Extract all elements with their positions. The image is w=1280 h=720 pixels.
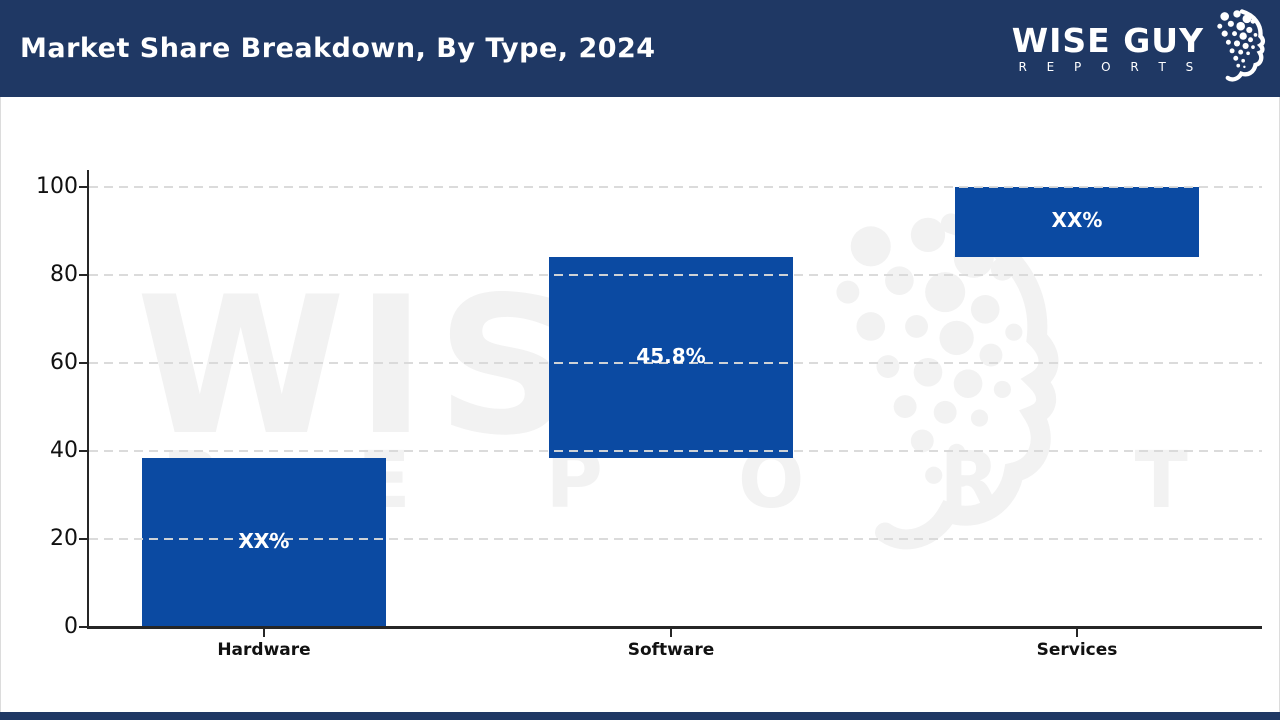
y-axis-tick xyxy=(79,186,88,188)
y-axis-tick xyxy=(79,538,88,540)
x-axis-category-label: Software xyxy=(627,640,715,660)
header-bar: Market Share Breakdown, By Type, 2024 WI… xyxy=(0,0,1280,97)
gridline xyxy=(89,274,1262,276)
brand-face-icon xyxy=(1217,8,1266,82)
brand-logo: WISE GUY R E P O R T S xyxy=(1012,8,1280,89)
gridline xyxy=(89,362,1262,364)
x-axis-category-label: Hardware xyxy=(217,640,311,660)
y-axis-tick-label: 100 xyxy=(36,174,78,199)
brand-subtitle: R E P O R T S xyxy=(1018,60,1202,74)
bar-value-label: XX% xyxy=(1051,207,1103,232)
watermark-face-logo xyxy=(836,213,1059,550)
y-axis-tick-label: 80 xyxy=(50,262,78,287)
gridline xyxy=(89,538,1262,540)
y-axis-tick-label: 40 xyxy=(50,438,78,463)
bar-value-label: XX% xyxy=(238,528,290,553)
bar-software xyxy=(549,256,793,459)
bar-services xyxy=(955,187,1199,257)
brand-name: WISE GUY xyxy=(1011,21,1204,60)
bar-value-label: 45.8% xyxy=(636,343,706,368)
watermark-face-profile xyxy=(875,213,1059,550)
x-axis-category-label: Services xyxy=(1036,640,1118,660)
page-title: Market Share Breakdown, By Type, 2024 xyxy=(20,33,656,64)
bar-hardware xyxy=(142,458,386,627)
gridline xyxy=(89,450,1262,452)
gridline xyxy=(89,186,1262,188)
y-axis-tick xyxy=(79,450,88,452)
y-axis-tick xyxy=(79,362,88,364)
footer-bar xyxy=(0,712,1280,720)
y-axis-line xyxy=(87,170,89,629)
x-axis-tick xyxy=(1076,629,1078,637)
watermark-face-dots xyxy=(836,217,1023,487)
x-axis-tick xyxy=(670,629,672,637)
y-axis-tick xyxy=(79,274,88,276)
y-axis-tick-label: 20 xyxy=(50,526,78,551)
x-axis-line xyxy=(87,626,1262,629)
x-axis-tick xyxy=(263,629,265,637)
y-axis-tick-label: 0 xyxy=(64,614,78,639)
y-axis-tick xyxy=(79,626,88,628)
brand-logo-text: WISE GUY R E P O R T S xyxy=(1012,24,1204,73)
y-axis-tick-label: 60 xyxy=(50,350,78,375)
